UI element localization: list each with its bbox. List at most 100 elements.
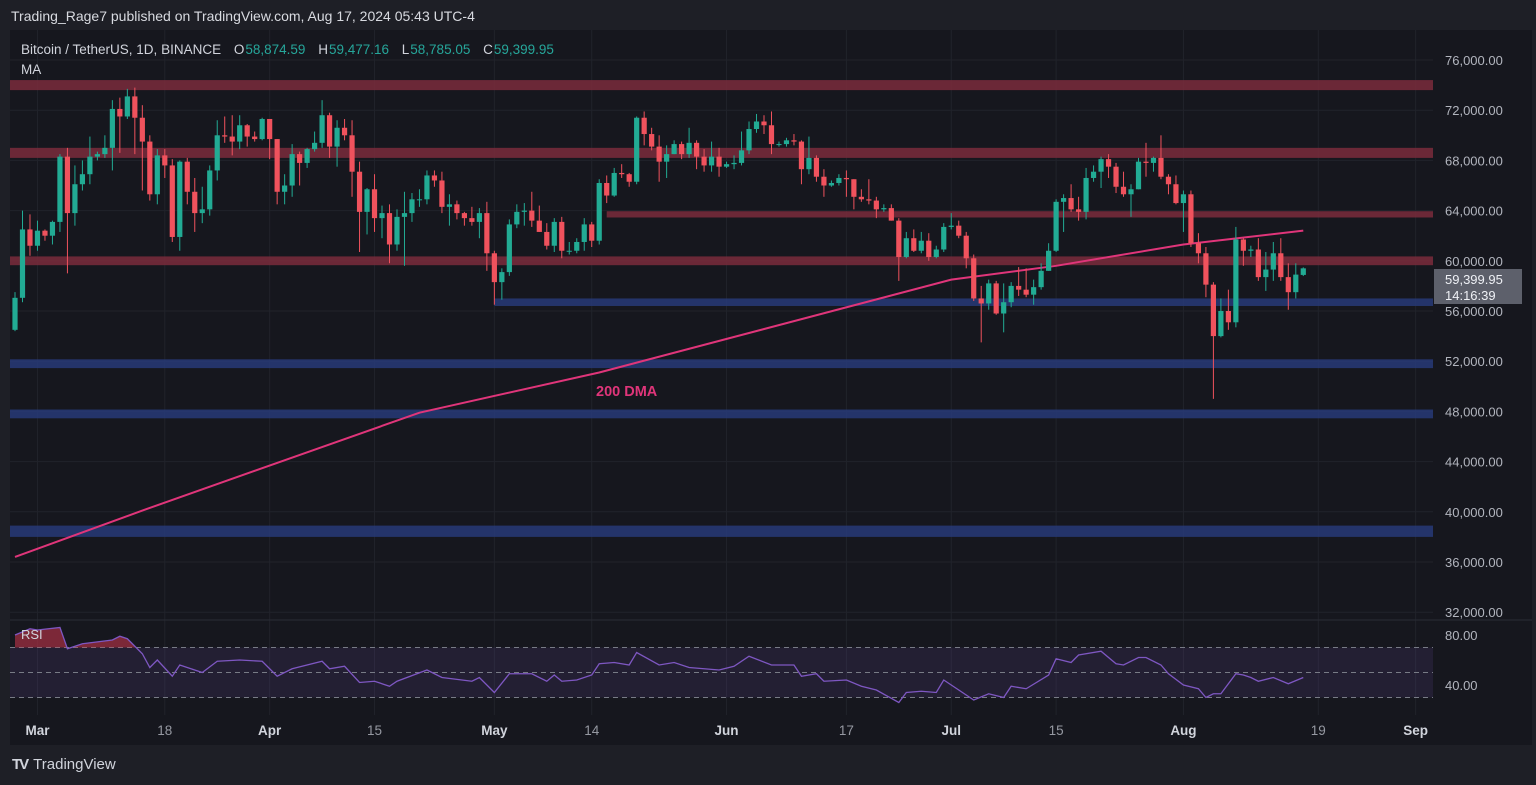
candle <box>356 161 363 253</box>
indicator-ma[interactable]: MA <box>21 62 42 77</box>
candle-body <box>259 118 265 140</box>
candle <box>476 208 482 239</box>
candle <box>1263 252 1269 291</box>
candle-body <box>1293 274 1299 293</box>
symbol-title[interactable]: Bitcoin / TetherUS, 1D, BINANCE <box>21 42 222 57</box>
candle <box>1061 194 1067 232</box>
candle <box>551 218 557 253</box>
candle-body <box>1113 166 1119 187</box>
candle-body <box>386 213 393 245</box>
candle <box>409 193 415 222</box>
candle-body <box>956 225 962 236</box>
candle <box>454 200 460 220</box>
candle <box>1240 238 1246 266</box>
candle-body <box>1105 159 1112 167</box>
candle <box>529 191 535 227</box>
time-tick-label: 18 <box>157 723 172 738</box>
candle-body <box>521 210 527 212</box>
candle-body <box>821 176 827 186</box>
candle <box>843 170 849 197</box>
candle-body <box>873 200 879 210</box>
candle-body <box>289 154 295 186</box>
rsi-line <box>14 626 1304 704</box>
candle-body <box>34 230 41 246</box>
time-tick-label: Apr <box>258 723 282 738</box>
candle-body <box>409 199 415 214</box>
candle <box>169 159 175 242</box>
candle <box>559 216 565 259</box>
candle <box>1173 175 1179 205</box>
candle-body <box>1001 302 1007 314</box>
grid <box>10 30 1433 715</box>
candle <box>132 87 138 155</box>
time-tick-label: 19 <box>1311 723 1326 738</box>
candle-body <box>881 208 887 210</box>
candle <box>926 233 932 261</box>
candle-body <box>566 250 572 252</box>
candle <box>446 194 453 226</box>
candle <box>229 115 235 156</box>
candle-body <box>364 189 370 212</box>
candle <box>1120 171 1127 197</box>
candle-body <box>1068 198 1074 210</box>
close-label: C <box>483 42 493 57</box>
candle <box>237 115 243 150</box>
candle <box>1225 289 1231 330</box>
price-tick-label: 52,000.00 <box>1445 354 1503 369</box>
price-tick-label: 48,000.00 <box>1445 404 1503 419</box>
candle-body <box>312 142 318 150</box>
candle <box>319 100 325 148</box>
candle-body <box>926 240 932 258</box>
candle-body <box>267 118 273 140</box>
candle-body <box>679 144 685 155</box>
candle <box>574 238 580 254</box>
candle <box>1001 283 1007 333</box>
candle <box>1105 154 1112 178</box>
candle-body <box>379 213 385 219</box>
candle <box>679 141 685 160</box>
candle-body <box>723 164 730 167</box>
candle <box>783 137 790 147</box>
candle-body <box>94 154 100 157</box>
candle-body <box>401 213 408 217</box>
candle-body <box>1188 194 1194 244</box>
candle <box>768 111 775 155</box>
rsi-label: RSI <box>21 627 43 642</box>
support-resistance-zones <box>10 80 1433 537</box>
candle <box>49 220 56 245</box>
candle-body <box>574 241 580 251</box>
candle <box>394 209 400 251</box>
candle-body <box>499 272 505 283</box>
candle <box>963 231 969 269</box>
candle <box>267 118 273 160</box>
candle-body <box>978 298 984 304</box>
low-value: 58,785.05 <box>410 42 471 57</box>
candle <box>619 164 625 178</box>
candle-body <box>1046 250 1052 271</box>
price-axis[interactable]: 76,000.00 72,000.00 68,000.00 64,000.00 60,0… <box>1445 53 1503 620</box>
candle-body <box>529 210 535 221</box>
candle-body <box>761 121 767 126</box>
candle-body <box>506 224 512 273</box>
candle-body <box>1278 253 1284 278</box>
candle-body <box>49 221 56 236</box>
candle <box>1143 142 1149 177</box>
candle <box>521 203 527 226</box>
brand-name: TradingView <box>33 756 116 773</box>
candle <box>1128 184 1134 217</box>
candle-body <box>349 135 355 172</box>
price-tick-label: 72,000.00 <box>1445 103 1503 118</box>
candle <box>1278 238 1284 281</box>
candle <box>79 160 86 191</box>
candle <box>821 169 827 197</box>
candle-body <box>1038 270 1044 288</box>
candle-body <box>649 134 655 147</box>
rsi-tick-label: 80.00 <box>1445 628 1478 643</box>
candle <box>147 135 153 201</box>
candle-body <box>1098 159 1104 172</box>
candle <box>117 97 123 153</box>
candle-body <box>948 225 954 227</box>
time-axis[interactable]: Mar 18 Apr 15 May 14 Jun 17 Jul 15 Aug 19 Sep <box>25 723 1428 738</box>
candle-body <box>1210 284 1216 337</box>
